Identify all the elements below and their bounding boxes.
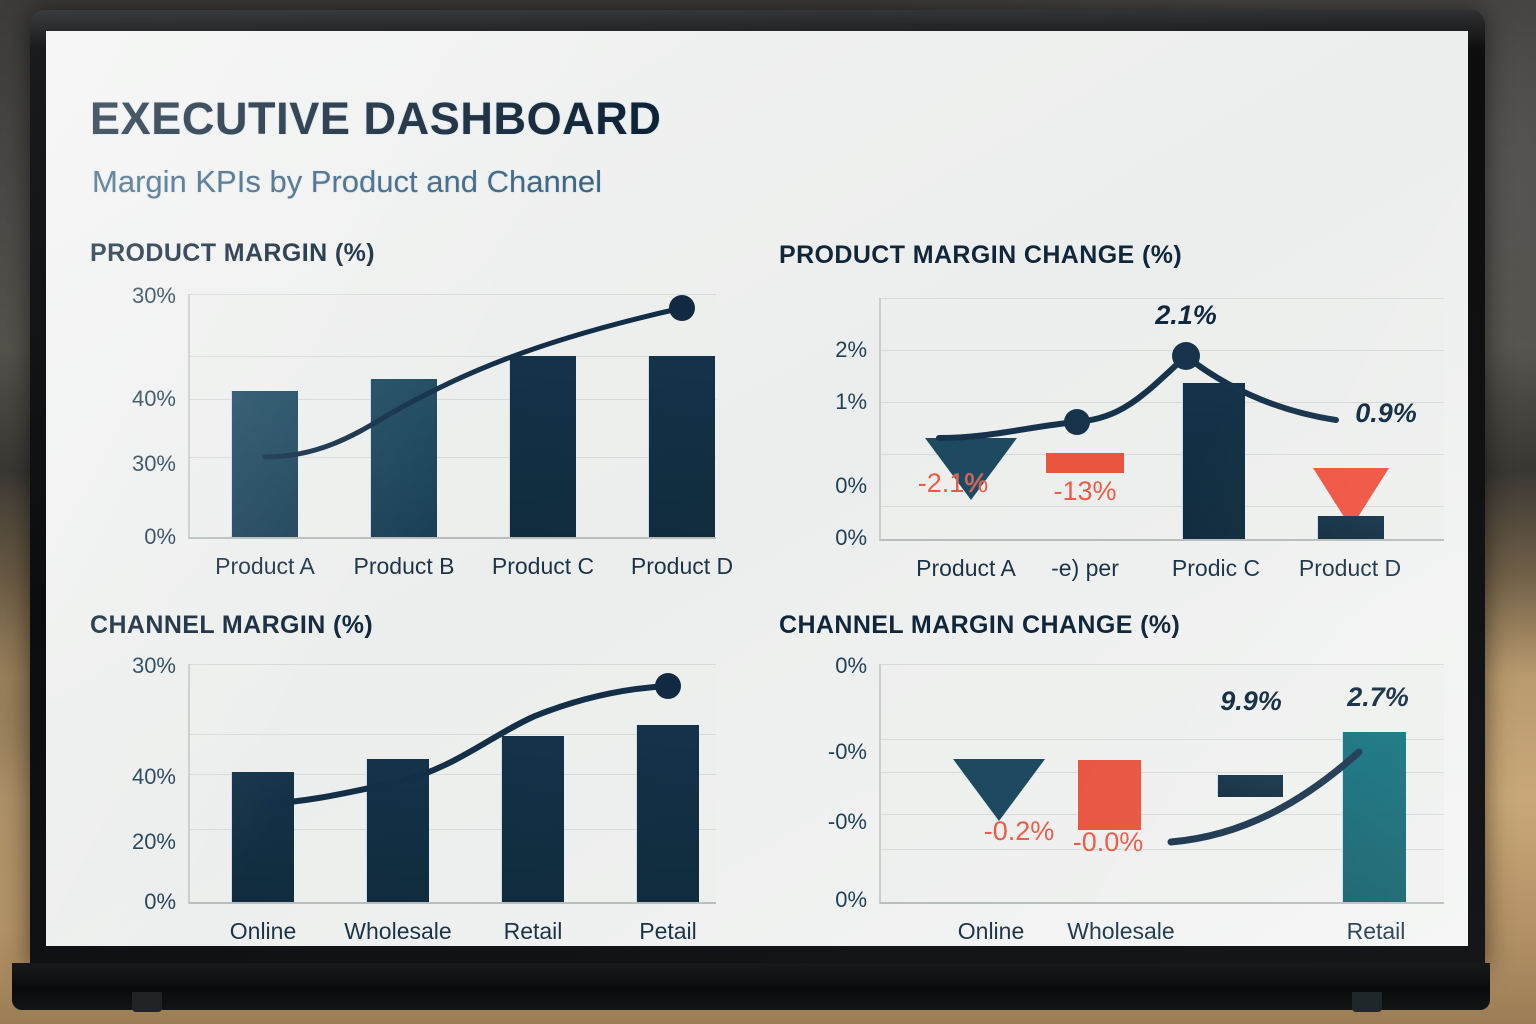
y-axis-tick: -0% bbox=[827, 739, 867, 764]
x-axis-tick: Product D bbox=[630, 553, 734, 579]
y-axis-tick: 0% bbox=[835, 653, 867, 678]
bar-product-d[interactable] bbox=[649, 356, 715, 537]
x-axis-tick: Wholesale bbox=[1067, 918, 1175, 944]
bar-product-a[interactable] bbox=[232, 391, 298, 537]
panel-channel-margin: CHANNEL MARGIN (%) 30% 40% 20% 0% On bbox=[90, 611, 730, 944]
gridline bbox=[881, 814, 1444, 815]
y-axis-tick: 40% bbox=[131, 386, 176, 411]
data-label-online: -0.2% bbox=[983, 816, 1055, 846]
gridline bbox=[881, 506, 1444, 507]
laptop-screen: EXECUTIVE DASHBOARD Margin KPIs by Produ… bbox=[46, 31, 1468, 946]
y-axis-tick: 0% bbox=[835, 887, 867, 912]
x-axis-tick: Product D bbox=[1298, 555, 1402, 581]
x-axis-tick: Petail bbox=[639, 918, 697, 944]
gridline bbox=[881, 739, 1444, 740]
x-axis-tick: Product A bbox=[916, 555, 1016, 581]
data-label-wholesale: -0.0% bbox=[1072, 827, 1144, 857]
bar-product-d-change[interactable] bbox=[1318, 516, 1384, 539]
bar-product-b-change[interactable] bbox=[1046, 453, 1124, 473]
marker-down-triangle-product-a[interactable] bbox=[925, 438, 1017, 500]
x-axis-tick: -e) per bbox=[1051, 555, 1119, 581]
plot-area-channel-margin-change: 0% -0% -0% 0% -0.2% -0.0% 9.9% 2.7% bbox=[828, 653, 1444, 944]
y-axis-tick: -0% bbox=[827, 809, 867, 834]
panel-channel-margin-change: CHANNEL MARGIN CHANGE (%) 0% -0% -0% 0% bbox=[779, 611, 1444, 944]
bar-petail[interactable] bbox=[637, 725, 699, 902]
bar-wholesale[interactable] bbox=[367, 759, 429, 902]
x-axis-tick: Product C bbox=[491, 553, 595, 579]
bar-retail-change[interactable] bbox=[1343, 732, 1406, 902]
x-axis-tick: Retail bbox=[1346, 918, 1406, 944]
laptop-base bbox=[12, 963, 1490, 1010]
y-axis-tick: 30% bbox=[131, 451, 176, 476]
bar-online[interactable] bbox=[232, 772, 294, 902]
panel-title-product-margin: PRODUCT MARGIN (%) bbox=[90, 239, 375, 267]
dashboard-subtitle: Margin KPIs by Product and Channel bbox=[92, 164, 603, 199]
panel-product-margin: PRODUCT MARGIN (%) 30% 40% 30% 0% Pr bbox=[90, 239, 733, 579]
y-axis-tick: 0% bbox=[144, 524, 176, 549]
bar-product-c[interactable] bbox=[510, 356, 576, 537]
bar-product-b[interactable] bbox=[371, 379, 437, 537]
laptop-device: EXECUTIVE DASHBOARD Margin KPIs by Produ… bbox=[12, 6, 1490, 1016]
y-axis-tick: 0% bbox=[144, 889, 176, 914]
bar-product-c-change[interactable] bbox=[1183, 383, 1245, 539]
x-axis-tick: Online bbox=[957, 918, 1025, 944]
y-axis-tick: 1% bbox=[835, 389, 867, 414]
x-axis-tick: Online bbox=[229, 918, 297, 944]
bar-wholesale-change[interactable] bbox=[1078, 760, 1141, 830]
y-axis-tick: 30% bbox=[131, 653, 176, 678]
gridline bbox=[190, 294, 716, 295]
bar-mid-change[interactable] bbox=[1218, 775, 1283, 797]
plot-area-product-margin-change: 2% 1% 0% 0% -2.1% -13% bbox=[835, 298, 1444, 581]
gridline bbox=[190, 356, 716, 357]
panel-product-margin-change: PRODUCT MARGIN CHANGE (%) 2% 1% 0% 0% bbox=[779, 241, 1444, 581]
panel-title-product-margin-change: PRODUCT MARGIN CHANGE (%) bbox=[779, 241, 1183, 269]
panel-title-channel-margin: CHANNEL MARGIN (%) bbox=[90, 611, 374, 639]
x-axis-tick: Retail bbox=[503, 918, 563, 944]
laptop-foot-left bbox=[132, 992, 162, 1012]
gridline bbox=[190, 829, 716, 830]
data-label-product-a: -2.1% bbox=[917, 468, 989, 498]
data-label-retail: 2.7% bbox=[1347, 682, 1409, 712]
y-axis-tick: 2% bbox=[835, 337, 867, 362]
data-label-product-b: -13% bbox=[1053, 476, 1117, 506]
gridline bbox=[881, 772, 1444, 773]
plot-area-channel-margin: 30% 40% 20% 0% Online Wholesale Retail P… bbox=[132, 653, 716, 944]
gridline bbox=[881, 664, 1444, 665]
gridline bbox=[881, 849, 1444, 850]
data-label-product-d: 0.9% bbox=[1355, 398, 1417, 428]
gridline bbox=[190, 664, 716, 665]
bar-retail[interactable] bbox=[502, 736, 564, 902]
panel-title-channel-margin-change: CHANNEL MARGIN CHANGE (%) bbox=[779, 611, 1181, 639]
plot-area-product-margin: 30% 40% 30% 0% Product A Product B Produ… bbox=[132, 283, 733, 579]
gridline bbox=[881, 350, 1444, 351]
gridline bbox=[881, 454, 1444, 455]
x-axis-tick: Product B bbox=[353, 553, 455, 579]
x-axis-tick: Prodic C bbox=[1171, 555, 1261, 581]
y-axis-tick: 30% bbox=[131, 283, 176, 308]
x-axis-tick: Product A bbox=[215, 553, 315, 579]
y-axis-tick: 0% bbox=[835, 525, 867, 550]
y-axis-tick: 20% bbox=[131, 829, 176, 854]
x-axis-tick: Wholesale bbox=[344, 918, 452, 944]
y-axis-tick: 40% bbox=[131, 764, 176, 789]
dashboard-title: EXECUTIVE DASHBOARD bbox=[90, 93, 662, 144]
data-label-mid: 9.9% bbox=[1220, 686, 1282, 716]
y-axis-tick: 0% bbox=[835, 473, 867, 498]
gridline bbox=[881, 298, 1444, 299]
laptop-foot-right bbox=[1352, 992, 1382, 1012]
data-label-product-c: 2.1% bbox=[1155, 300, 1217, 330]
marker-down-triangle-online[interactable] bbox=[953, 759, 1045, 821]
